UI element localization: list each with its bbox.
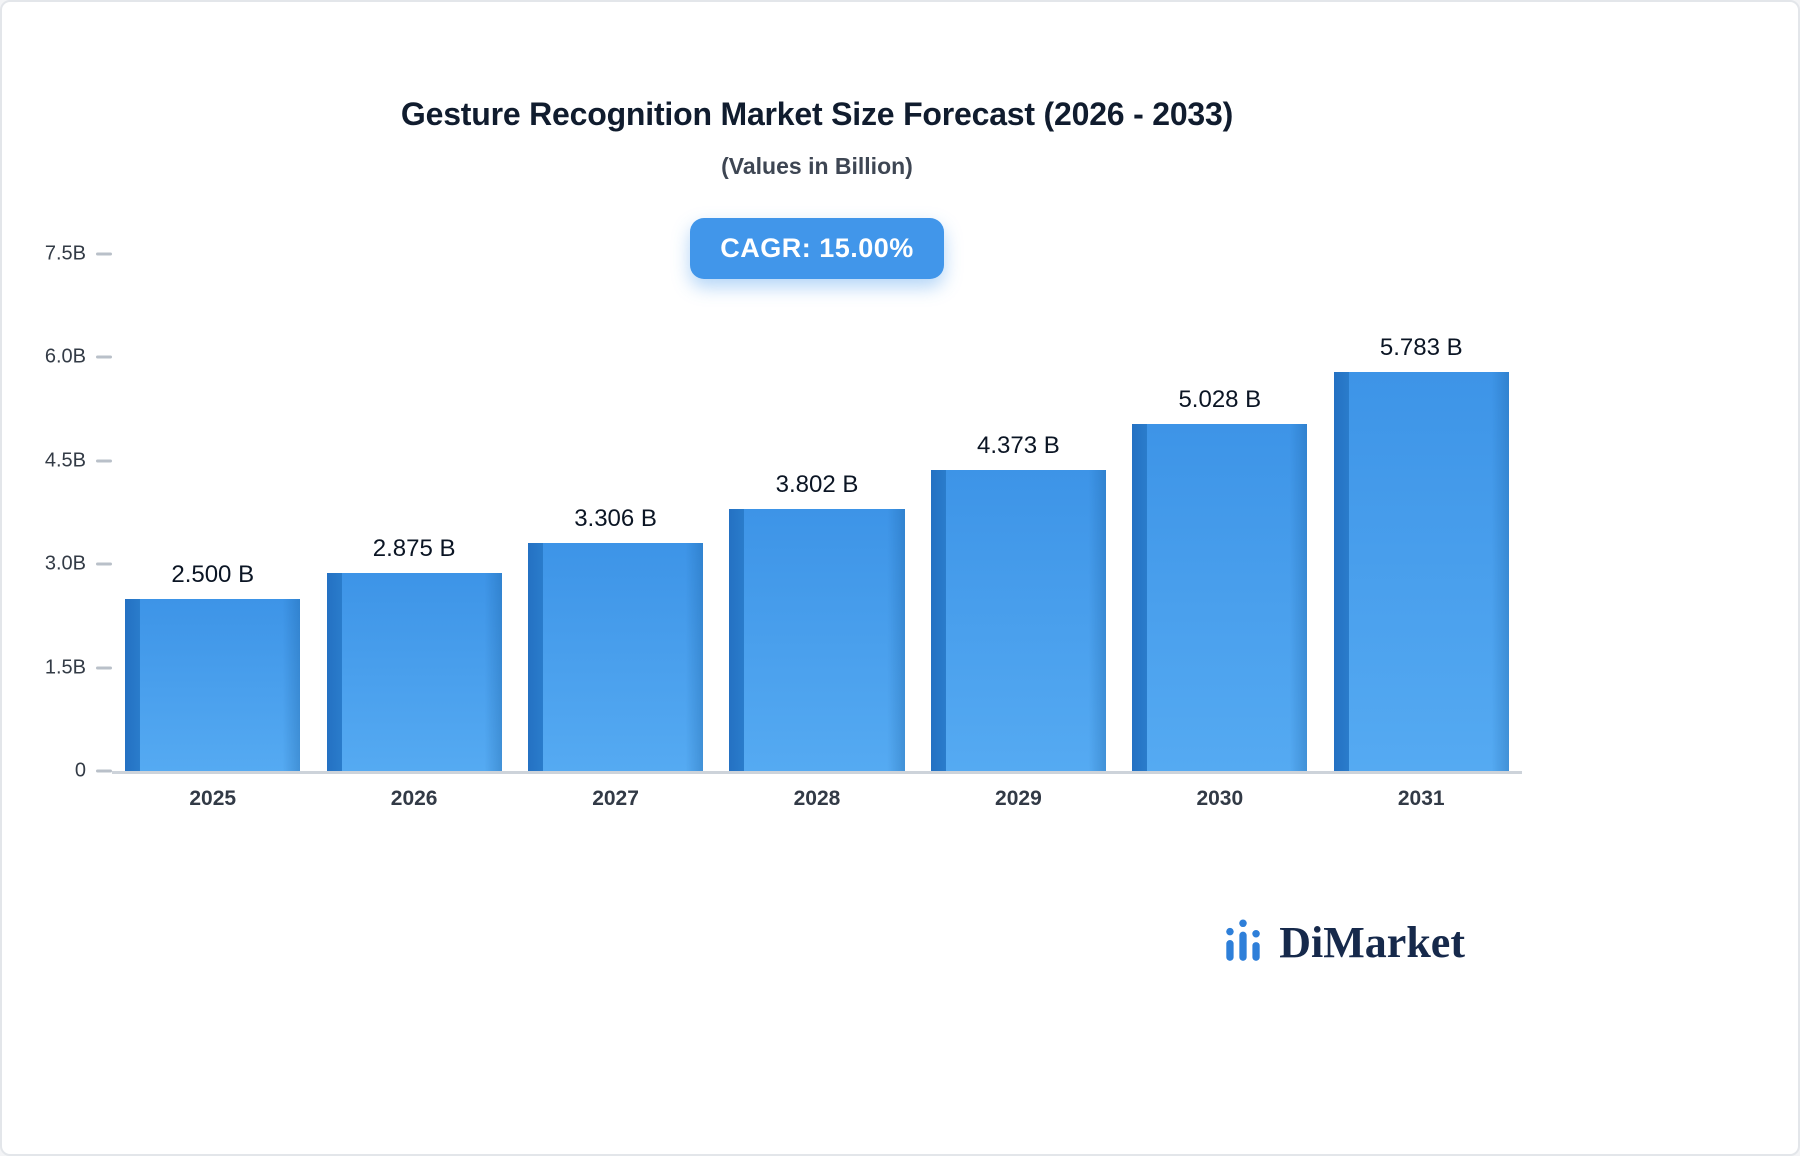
bar-column-2029: 4.373 B 2029 — [918, 254, 1119, 810]
x-axis-label: 2030 — [1196, 787, 1244, 810]
cagr-badge: CAGR: 15.00% — [690, 218, 944, 279]
x-axis-label: 2028 — [793, 787, 841, 810]
bar-column-2026: 2.875 B 2026 — [313, 254, 514, 810]
x-axis-label: 2025 — [189, 787, 237, 810]
y-axis-tick-mark — [96, 355, 112, 359]
y-axis-tick: 7.5B — [8, 243, 112, 266]
x-axis-label: 2027 — [592, 787, 639, 810]
y-axis-tick-mark — [96, 459, 112, 463]
y-axis-tick-label: 7.5B — [44, 242, 86, 265]
chart-header: Gesture Recognition Market Size Forecast… — [57, 96, 1577, 279]
y-axis-tick-mark — [96, 666, 112, 670]
y-axis-tick-label: 6.0B — [44, 345, 86, 368]
x-axis-label: 2031 — [1397, 787, 1445, 810]
bar-value-label: 3.802 B — [775, 470, 859, 498]
bar-chart-logo-icon — [1226, 919, 1261, 961]
bar-value-label: 4.373 B — [977, 431, 1060, 459]
bar-2031 — [1333, 372, 1509, 771]
chart-title: Gesture Recognition Market Size Forecast… — [400, 96, 1234, 132]
bar-2030 — [1132, 424, 1308, 771]
bar-2029 — [930, 469, 1107, 771]
y-axis-tick-label: 0 — [74, 759, 86, 782]
y-axis-tick: 0 — [8, 760, 112, 783]
x-axis-label: 2029 — [995, 787, 1042, 810]
bar-value-label: 2.500 B — [171, 560, 255, 588]
y-axis-tick: 1.5B — [8, 656, 112, 679]
y-axis-tick-mark — [96, 252, 112, 256]
bar-column-2028: 3.802 B 2028 — [716, 254, 917, 810]
bar-value-label: 5.028 B — [1178, 386, 1262, 414]
x-axis-label: 2026 — [390, 787, 438, 810]
bar-column-2031: 5.783 B 2031 — [1321, 254, 1522, 810]
y-axis-tick: 6.0B — [8, 346, 112, 369]
y-axis-tick-mark — [96, 562, 112, 566]
y-axis-tick-mark — [96, 769, 112, 773]
cagr-badge-row: CAGR: 15.00% — [57, 180, 1577, 279]
bar-2025 — [125, 598, 301, 771]
bar-column-2027: 3.306 B 2027 — [515, 254, 716, 810]
bar-value-label: 2.875 B — [372, 534, 456, 562]
y-axis-tick: 4.5B — [8, 449, 112, 472]
y-axis-tick: 3.0B — [8, 553, 112, 576]
y-axis-tick-label: 1.5B — [44, 656, 86, 679]
chart-subtitle: (Values in Billion) — [721, 153, 913, 179]
y-axis-tick-label: 4.5B — [44, 449, 86, 472]
brand-logo-text: DiMarket — [1279, 918, 1465, 968]
bar-2026 — [326, 572, 502, 771]
bar-column-2030: 5.028 B 2030 — [1119, 254, 1320, 810]
bar-value-label: 5.783 B — [1379, 334, 1463, 362]
bar-2028 — [729, 508, 905, 771]
y-axis-tick-label: 3.0B — [44, 552, 86, 575]
bar-value-label: 3.306 B — [574, 505, 657, 533]
brand-logo: DiMarket — [1219, 916, 1465, 968]
bar-2027 — [527, 543, 704, 771]
bar-column-2025: 2.500 B 2025 — [112, 254, 313, 810]
